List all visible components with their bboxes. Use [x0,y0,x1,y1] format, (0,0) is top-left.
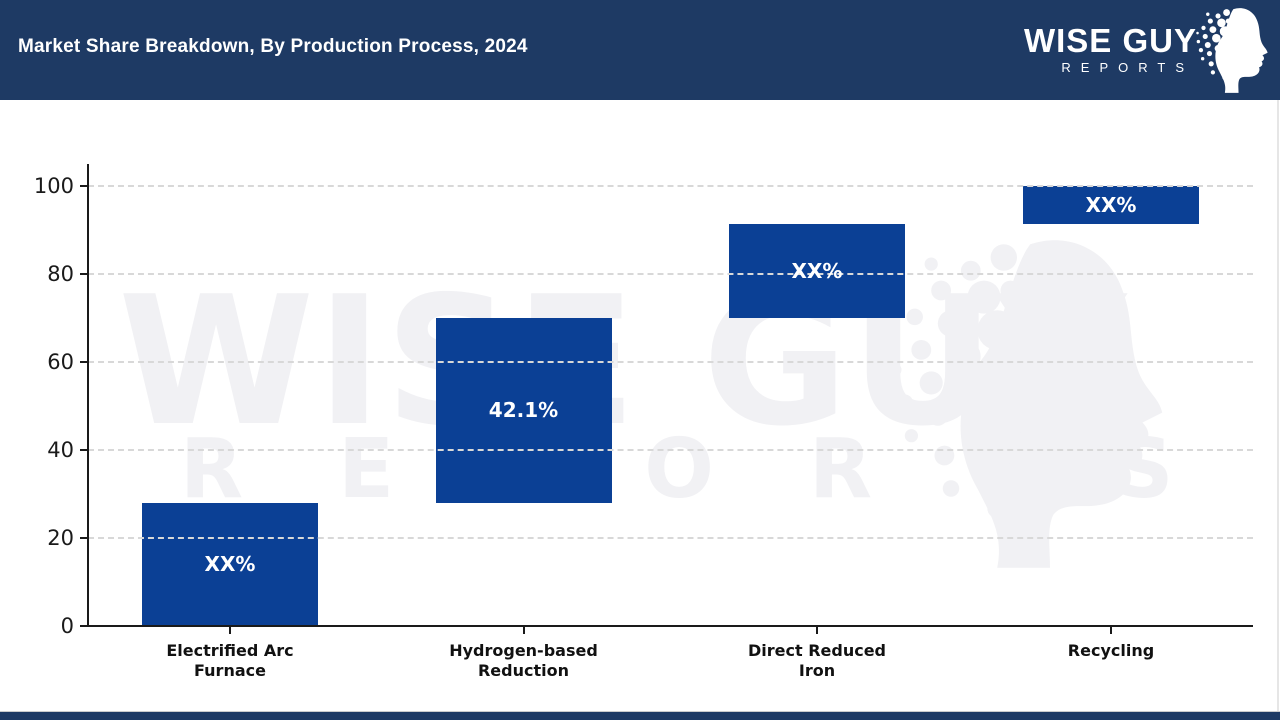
bar-segment [435,317,612,503]
chart-area: WISE GUY REPORTS 0 20 40 60 80 100 XX% Electrif… [0,100,1280,712]
x-axis-line [87,625,1253,627]
y-tick-mark [80,361,88,363]
gridline-40 [88,449,1253,451]
logo-wiseguy-text: WISE GUY [1023,22,1197,59]
y-tick-mark [80,625,88,627]
logo-head-icon [1184,4,1276,98]
x-axis-category-label: Direct Reduced Iron [747,641,886,680]
x-tick-mark [1110,627,1112,634]
footer-bar [0,712,1280,720]
x-tick-mark [816,627,818,634]
y-tick-mark [80,449,88,451]
footer-divider [0,711,1280,712]
bar-segment [1023,186,1199,225]
x-tick-mark [522,627,525,634]
gridline-60 [88,361,1253,363]
x-axis-category-label: Hydrogen-based Reduction [449,641,598,680]
bar-segment [729,224,905,318]
y-axis-tick-label: 80 [47,262,74,286]
y-axis-tick-label: 100 [33,174,74,198]
y-tick-mark [80,185,88,187]
figure-right-border [1277,100,1279,712]
bar-value-label: XX% [1085,193,1137,218]
y-axis-tick-label: 40 [47,438,74,462]
y-axis-line [87,164,89,627]
bar-value-label: XX% [204,552,256,577]
x-tick-mark [229,627,231,634]
bar-value-label: XX% [791,258,843,283]
y-tick-mark [80,537,88,539]
y-tick-mark [80,273,88,275]
chart-title: Market Share Breakdown, By Production Pr… [18,36,528,57]
wise-guy-reports-logo: WISE GUY REPORTS [1022,0,1272,100]
bar-value-label: 42.1% [488,398,559,423]
header-bar: Market Share Breakdown, By Production Pr… [0,0,1280,100]
logo-reports-text: REPORTS [1061,60,1194,75]
x-axis-category-label: Electrified Arc Furnace [166,641,294,680]
y-axis-tick-label: 0 [60,614,74,638]
gridline-20 [88,537,1253,539]
gridline-100 [88,185,1253,187]
bar-segment [142,502,318,626]
x-axis-category-label: Recycling [1067,641,1155,660]
y-axis-tick-label: 60 [47,350,74,374]
gridline-80 [88,273,1253,275]
y-axis-tick-label: 20 [47,526,74,550]
